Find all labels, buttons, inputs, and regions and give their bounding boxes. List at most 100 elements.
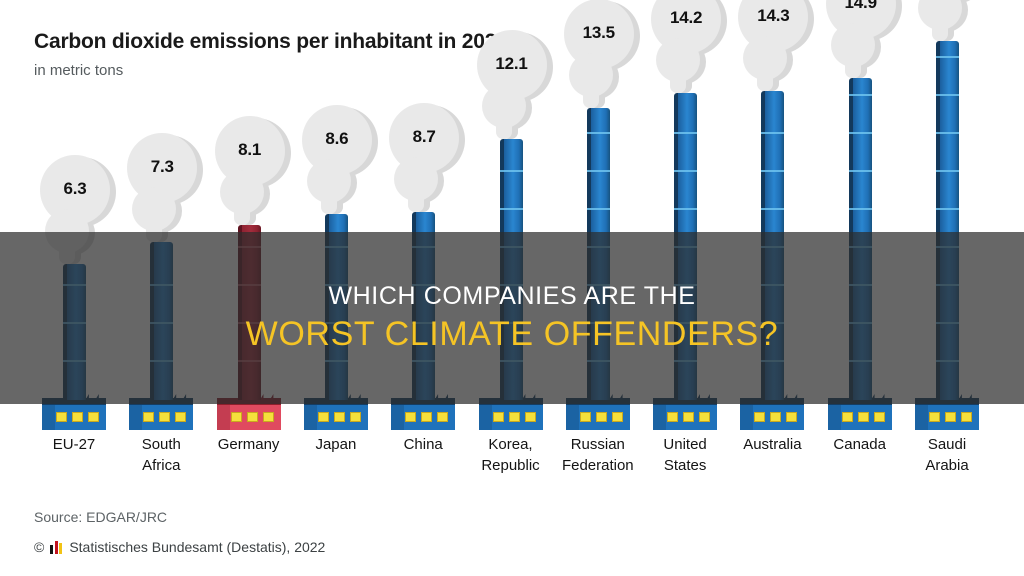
base-body: [915, 405, 979, 430]
overlay-caption-band: Which companies are the worst climate of…: [0, 232, 1024, 404]
factory-windows: [230, 412, 274, 422]
chimney-ring: [936, 94, 959, 96]
chimney-ring: [674, 132, 698, 134]
base-body: [740, 405, 805, 430]
window-icon: [159, 412, 171, 422]
window-icon: [421, 412, 433, 422]
base-body: [391, 405, 456, 430]
bar-value-label: 6.3: [63, 178, 87, 198]
chimney-ring: [848, 170, 872, 172]
chimney-ring: [761, 170, 785, 172]
window-icon: [579, 412, 591, 422]
category-label-line: Japan: [315, 436, 357, 453]
copyright-symbol: ©: [34, 539, 45, 555]
copyright-text: Statistisches Bundesamt (Destatis), 2022: [69, 539, 326, 555]
category-label-line: Korea,: [488, 436, 533, 453]
base-body: [129, 405, 194, 430]
category-label: Japan: [284, 434, 388, 455]
window-icon: [333, 412, 345, 422]
factory-windows: [56, 412, 99, 422]
chimney-ring: [586, 132, 610, 134]
chimney-ring: [674, 170, 698, 172]
window-icon: [873, 412, 885, 422]
smoke-cloud-icon: [206, 113, 292, 226]
chimney-ring: [936, 170, 959, 172]
window-icon: [349, 412, 361, 422]
bar-value-label: 7.3: [150, 157, 174, 177]
category-label-line: China: [403, 436, 443, 453]
chimney-ring: [499, 170, 523, 172]
factory-windows: [143, 412, 187, 422]
window-icon: [72, 412, 83, 422]
window-icon: [437, 412, 449, 422]
base-body: [653, 405, 718, 430]
window-icon: [524, 412, 536, 422]
smoke-cloud-icon: [293, 102, 379, 215]
window-icon: [175, 412, 187, 422]
window-icon: [611, 412, 623, 422]
category-label-line: Russian: [570, 436, 625, 453]
page-title: Carbon dioxide emissions per inhabitant …: [34, 30, 508, 53]
factory-windows: [492, 412, 536, 422]
window-icon: [683, 412, 695, 422]
category-label-line: EU-27: [52, 436, 96, 453]
category-label-line: Australia: [743, 436, 802, 453]
category-label: EU-27: [22, 434, 126, 455]
category-label: Canada: [808, 434, 912, 455]
category-label-line: Arabia: [925, 457, 969, 474]
overlay-line-1: Which companies are the: [328, 282, 696, 310]
window-icon: [929, 412, 940, 422]
base-body: [827, 405, 892, 430]
factory-base-icon: [391, 394, 456, 430]
overlay-line-2: worst climate offenders?: [245, 315, 779, 353]
smoke-cloud-icon: [642, 0, 728, 94]
chimney-ring: [848, 132, 872, 134]
smoke-cloud-icon: [555, 0, 641, 109]
bar-value-label: 8.7: [412, 127, 436, 147]
factory-windows: [841, 412, 885, 422]
chimney-ring: [761, 208, 785, 210]
source-note: Source: EDGAR/JRC: [34, 509, 168, 525]
chimney-ring: [674, 208, 698, 210]
window-icon: [699, 412, 711, 422]
window-icon: [595, 412, 607, 422]
factory-windows: [405, 412, 449, 422]
window-icon: [961, 412, 972, 422]
chimney-ring: [761, 132, 785, 134]
window-icon: [667, 412, 679, 422]
factory-windows: [317, 412, 361, 422]
factory-windows: [754, 412, 798, 422]
window-icon: [405, 412, 417, 422]
category-label-line: United: [663, 436, 707, 453]
copyright-note: © Statistisches Bundesamt (Destatis), 20…: [34, 539, 325, 555]
window-icon: [754, 412, 766, 422]
bar-value-label: 14.2: [669, 8, 703, 28]
chimney-ring: [848, 208, 872, 210]
smoke-cloud-icon: [729, 0, 815, 92]
bar-value-label: 8.1: [238, 140, 262, 160]
category-label-line: Saudi: [927, 436, 967, 453]
category-label: Australia: [720, 434, 824, 455]
category-label-line: Republic: [481, 457, 540, 474]
base-body: [216, 405, 281, 430]
category-label: South Africa: [109, 434, 213, 476]
window-icon: [770, 412, 782, 422]
window-icon: [841, 412, 853, 422]
window-icon: [786, 412, 798, 422]
destatis-bar-logo-icon: [50, 540, 63, 554]
window-icon: [230, 412, 242, 422]
factory-windows: [667, 412, 711, 422]
category-label: Germany: [197, 434, 301, 455]
chimney-ring: [936, 56, 959, 58]
smoke-cloud-icon: [468, 27, 554, 139]
smoke-cloud-icon: [817, 0, 903, 79]
page-subtitle: in metric tons: [34, 62, 124, 79]
bar-value-label: 12.1: [495, 53, 528, 73]
chimney-ring: [499, 208, 523, 210]
base-body: [42, 405, 106, 430]
window-icon: [56, 412, 67, 422]
category-label-line: Canada: [833, 436, 886, 453]
category-label-line: Germany: [217, 436, 280, 453]
base-body: [478, 405, 543, 430]
